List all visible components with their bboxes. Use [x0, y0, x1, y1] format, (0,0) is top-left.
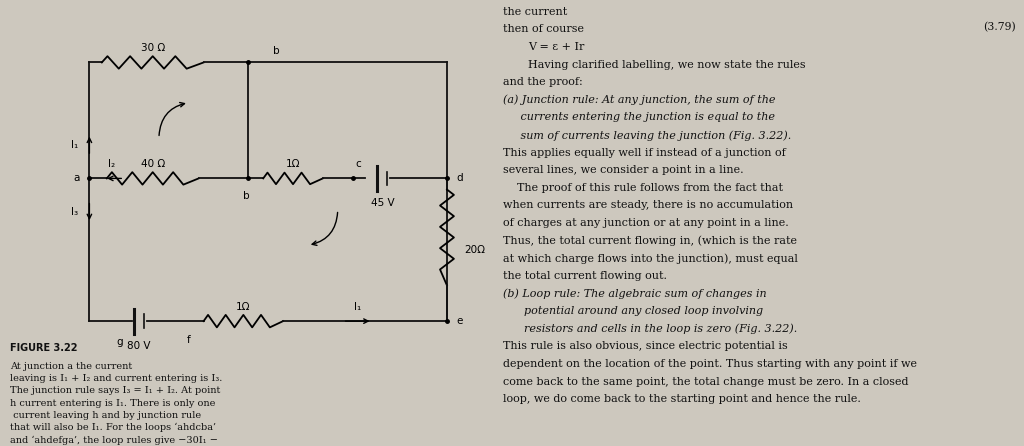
Text: Having clarified labelling, we now state the rules: Having clarified labelling, we now state…: [528, 60, 806, 70]
Text: g: g: [116, 337, 123, 347]
Text: The proof of this rule follows from the fact that: The proof of this rule follows from the …: [503, 183, 783, 193]
Text: 30 Ω: 30 Ω: [140, 43, 165, 53]
Text: when currents are steady, there is no accumulation: when currents are steady, there is no ac…: [503, 201, 794, 211]
Text: dependent on the location of the point. Thus starting with any point if we: dependent on the location of the point. …: [503, 359, 916, 369]
Text: FIGURE 3.22: FIGURE 3.22: [10, 343, 78, 353]
Text: resistors and cells in the loop is zero (Fig. 3.22).: resistors and cells in the loop is zero …: [503, 324, 798, 334]
Text: 45 V: 45 V: [371, 198, 394, 208]
Text: e: e: [456, 316, 462, 326]
Text: 1Ω: 1Ω: [237, 302, 251, 312]
Text: d: d: [456, 173, 463, 183]
Text: potential around any closed loop involving: potential around any closed loop involvi…: [503, 306, 763, 316]
Text: several lines, we consider a point in a line.: several lines, we consider a point in a …: [503, 165, 743, 175]
Text: the current: the current: [503, 7, 567, 17]
Text: and the proof:: and the proof:: [503, 77, 583, 87]
Text: I₁: I₁: [72, 140, 79, 150]
Text: I₂: I₂: [109, 160, 116, 169]
Text: 1Ω: 1Ω: [286, 160, 300, 169]
Text: This rule is also obvious, since electric potential is: This rule is also obvious, since electri…: [503, 342, 787, 351]
Text: (b) Loop rule: The algebraic sum of changes in: (b) Loop rule: The algebraic sum of chan…: [503, 289, 767, 299]
Text: This applies equally well if instead of a junction of: This applies equally well if instead of …: [503, 148, 785, 157]
Text: b: b: [273, 46, 280, 56]
Text: the total current flowing out.: the total current flowing out.: [503, 271, 667, 281]
Text: 40 Ω: 40 Ω: [140, 159, 165, 169]
Text: V = ε + Ir: V = ε + Ir: [528, 42, 585, 52]
Text: loop, we do come back to the starting point and hence the rule.: loop, we do come back to the starting po…: [503, 394, 861, 404]
Text: sum of currents leaving the junction (Fig. 3.22).: sum of currents leaving the junction (Fi…: [503, 130, 792, 140]
Text: a: a: [73, 173, 80, 183]
Text: come back to the same point, the total change must be zero. In a closed: come back to the same point, the total c…: [503, 376, 908, 387]
Text: f: f: [186, 335, 190, 345]
Text: currents entering the junction is equal to the: currents entering the junction is equal …: [503, 112, 775, 122]
Text: b: b: [243, 191, 249, 201]
Text: 80 V: 80 V: [127, 341, 151, 351]
Text: c: c: [355, 159, 360, 169]
Text: At junction a the current
leaving is I₁ + I₂ and current entering is I₃.
The jun: At junction a the current leaving is I₁ …: [10, 362, 222, 446]
Text: I₃: I₃: [72, 207, 79, 217]
Text: at which charge flows into the junction), must equal: at which charge flows into the junction)…: [503, 253, 798, 264]
Text: I₁: I₁: [354, 302, 361, 312]
Text: (3.79): (3.79): [983, 22, 1016, 33]
Text: of charges at any junction or at any point in a line.: of charges at any junction or at any poi…: [503, 218, 788, 228]
Text: then of course: then of course: [503, 24, 584, 34]
Text: 20Ω: 20Ω: [464, 245, 485, 255]
Text: (a) Junction rule: At any junction, the sum of the: (a) Junction rule: At any junction, the …: [503, 95, 775, 105]
Text: Thus, the total current flowing in, (which is the rate: Thus, the total current flowing in, (whi…: [503, 235, 797, 246]
